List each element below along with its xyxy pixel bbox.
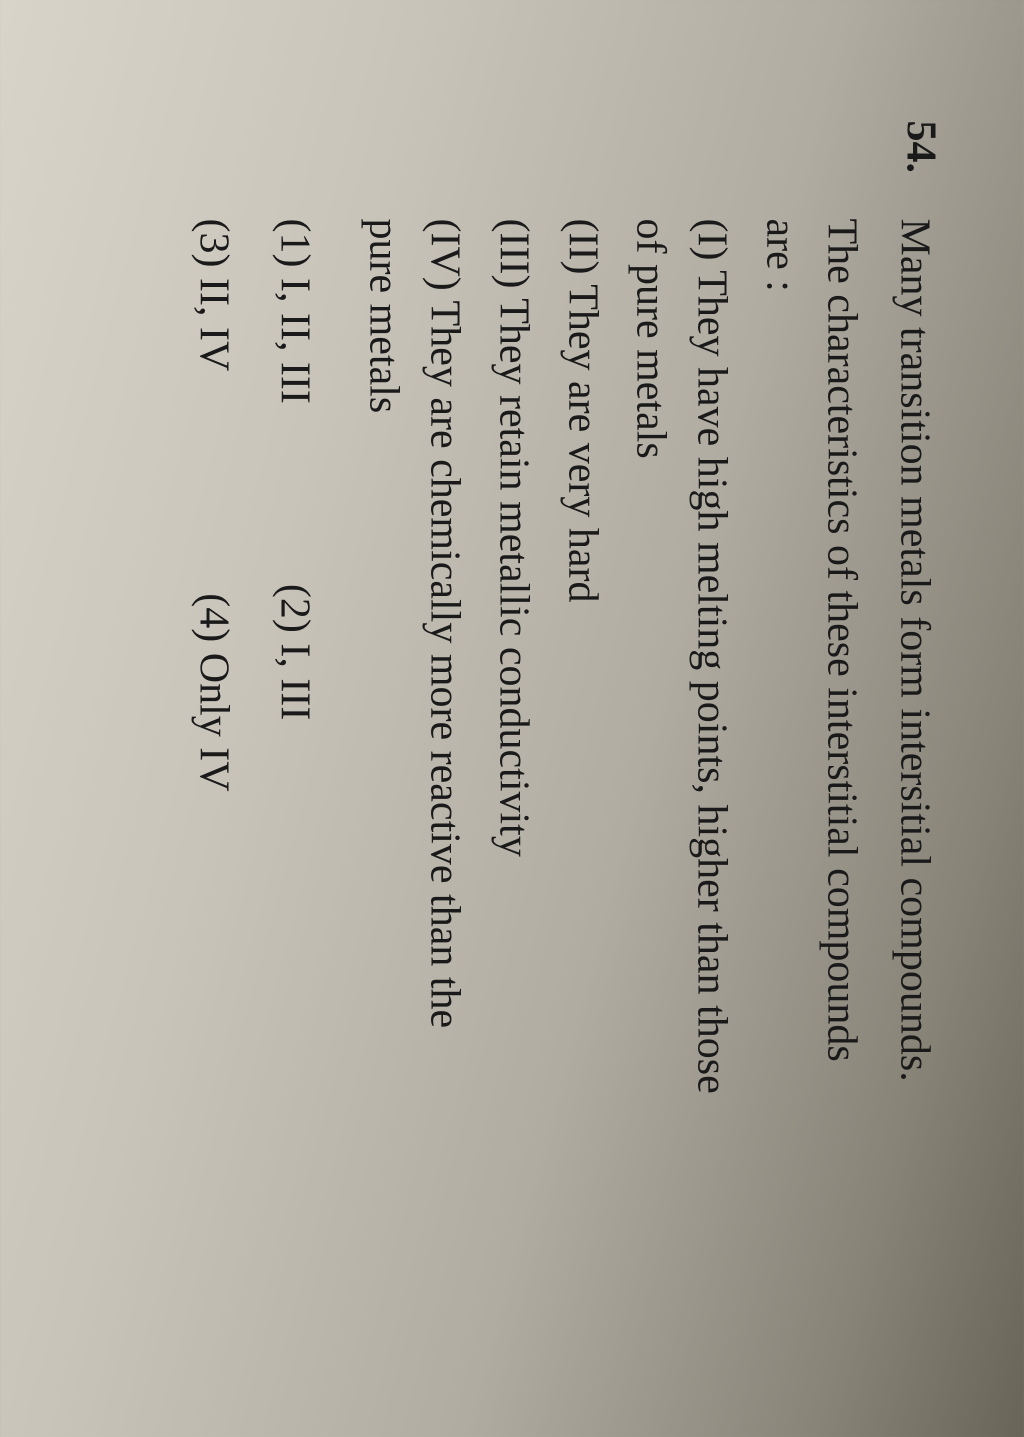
question-stem-line2: The characteristics of these interstitia… xyxy=(811,218,872,1337)
statement-2-label: (II) xyxy=(559,218,605,274)
option-3-text: II, IV xyxy=(191,277,237,370)
option-2-text: I, III xyxy=(271,643,317,720)
option-3-label: (3) xyxy=(191,218,237,267)
option-4: (4) Only IV xyxy=(183,593,244,791)
question-body: The characteristics of these interstitia… xyxy=(183,218,872,1337)
question-stem-line1: Many transition metals form intersitial … xyxy=(884,218,945,1337)
option-2: (2) I, III xyxy=(264,583,325,719)
options-row-2: (3) II, IV (4) Only IV xyxy=(183,218,244,1337)
statement-2-text-line1: They are very hard xyxy=(559,284,605,602)
option-1: (1) I, II, III xyxy=(264,218,325,403)
question-stem-line3: are : xyxy=(750,218,811,1337)
question-header: 54. Many transition metals form intersit… xyxy=(884,120,945,1337)
option-3: (3) II, IV xyxy=(183,218,244,371)
statement-4-label: (IV) xyxy=(421,218,467,290)
option-4-label: (4) xyxy=(191,593,237,642)
statement-1-label: (I) xyxy=(689,218,735,260)
option-2-label: (2) xyxy=(271,583,317,632)
statement-1: (I) They have high melting points, highe… xyxy=(681,218,742,1337)
statement-1-text-line1: They have high melting points, higher th… xyxy=(689,270,735,1094)
statement-3-text-line1: They retain metallic conductivity xyxy=(490,298,536,857)
question-number: 54. xyxy=(897,120,945,190)
statement-4: (IV) They are chemically more reactive t… xyxy=(413,218,474,1337)
option-1-text: I, II, III xyxy=(271,277,317,403)
statement-4-text-line2: pure metals xyxy=(352,218,413,1337)
option-1-label: (1) xyxy=(271,218,317,267)
statement-2: (II) They are very hard xyxy=(551,218,612,1337)
statement-1-text-line2: of pure metals xyxy=(620,218,681,1337)
page-content: 54. Many transition metals form intersit… xyxy=(1,0,1024,1437)
statement-4-text-line1: They are chemically more reactive than t… xyxy=(421,300,467,1028)
statement-3: (III) They retain metallic conductivity xyxy=(482,218,543,1337)
statement-3-label: (III) xyxy=(490,218,536,288)
options-row-1: (1) I, II, III (2) I, III xyxy=(264,218,325,1337)
option-4-text: Only IV xyxy=(191,652,237,791)
